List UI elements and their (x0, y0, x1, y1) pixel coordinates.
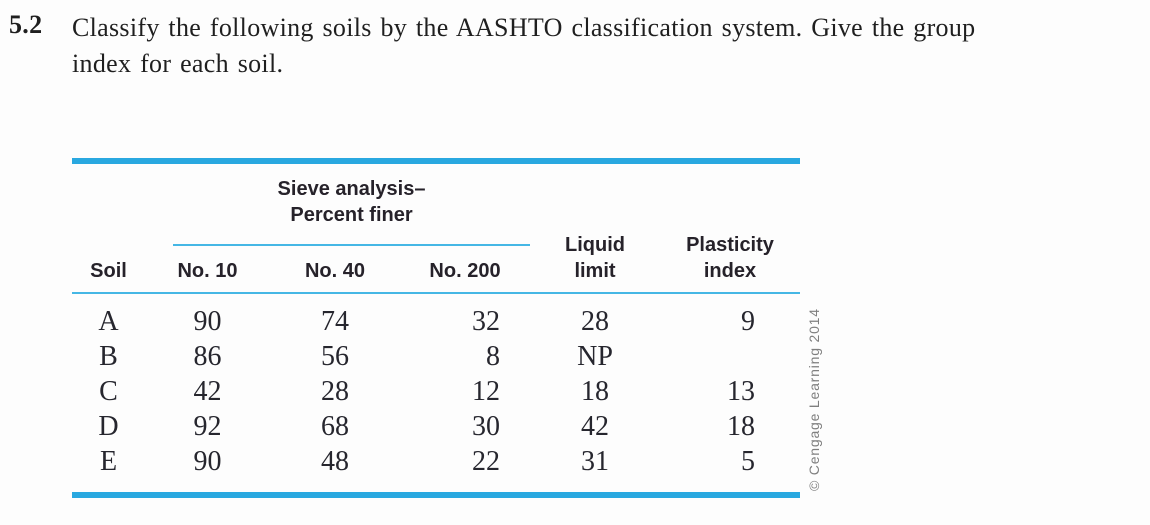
cell-no10: 90 (193, 305, 222, 337)
cell-liquid-limit: 18 (581, 375, 609, 407)
cell-plasticity-index: 13 (727, 375, 755, 407)
cell-soil: E (99, 445, 118, 477)
cell-no200: 12 (472, 375, 500, 407)
copyright-credit: © Cengage Learning 2014 (806, 308, 822, 491)
cell-no40: 48 (321, 445, 349, 477)
cell-liquid-limit: 28 (581, 305, 609, 337)
column-header-no200: No. 200 (429, 260, 501, 282)
plasticity-index-line-1: Plasticity (686, 234, 774, 256)
table-row-e: E 90 48 22 31 5 (72, 444, 800, 479)
cell-no200: 22 (472, 445, 500, 477)
cell-no10: 86 (193, 340, 222, 372)
cell-no40: 74 (321, 305, 349, 337)
table-header: Sieve analysis– Percent finer Soil No. 1… (72, 164, 800, 294)
table-row-d: D 92 68 30 42 18 (72, 409, 800, 444)
cell-no40: 28 (321, 375, 349, 407)
table-bottom-rule (72, 492, 800, 498)
cell-soil: A (98, 305, 119, 337)
cell-soil: C (99, 375, 118, 407)
cell-plasticity-index: 18 (727, 410, 755, 442)
table-row-a: A 90 74 32 28 9 (72, 304, 800, 339)
table-row-c: C 42 28 12 18 13 (72, 374, 800, 409)
cell-no10: 90 (193, 445, 222, 477)
sieve-analysis-group-header: Sieve analysis– Percent finer (173, 176, 530, 246)
soil-data-table: Sieve analysis– Percent finer Soil No. 1… (72, 158, 800, 498)
plasticity-index-line-2: index (703, 260, 757, 282)
cell-plasticity-index: 9 (741, 305, 755, 337)
cell-no200: 8 (486, 340, 500, 372)
sieve-header-line-2: Percent finer (290, 204, 413, 226)
cell-liquid-limit: 31 (581, 445, 609, 477)
cell-liquid-limit: NP (577, 340, 613, 372)
table-top-rule (72, 158, 800, 164)
problem-text-line-2: index for each soil. (72, 49, 284, 78)
column-header-plasticity-index: Plasticity index (660, 232, 800, 284)
cell-no10: 92 (193, 410, 222, 442)
cell-liquid-limit: 42 (581, 410, 609, 442)
cell-plasticity-index: 5 (741, 445, 755, 477)
table-row-b: B 86 56 8 NP (72, 339, 800, 374)
table-body: A 90 74 32 28 9 B 86 56 8 NP C 42 28 12 … (72, 294, 800, 492)
cell-soil: D (98, 410, 119, 442)
cell-no200: 30 (472, 410, 500, 442)
cell-no40: 68 (321, 410, 349, 442)
sieve-header-line-1: Sieve analysis– (277, 178, 426, 200)
problem-number: 5.2 (9, 10, 43, 39)
liquid-limit-line-2: limit (574, 260, 616, 282)
liquid-limit-line-1: Liquid (565, 234, 625, 256)
column-header-no10: No. 10 (177, 260, 238, 282)
column-header-soil: Soil (90, 260, 127, 282)
problem-statement: Classify the following soils by the AASH… (72, 10, 975, 82)
problem-text-line-1: Classify the following soils by the AASH… (72, 13, 976, 42)
cell-no40: 56 (321, 340, 349, 372)
cell-no10: 42 (193, 375, 222, 407)
column-header-no40: No. 40 (304, 260, 366, 282)
cell-no200: 32 (472, 305, 500, 337)
column-header-liquid-limit: Liquid limit (530, 232, 660, 284)
cell-soil: B (99, 340, 118, 372)
